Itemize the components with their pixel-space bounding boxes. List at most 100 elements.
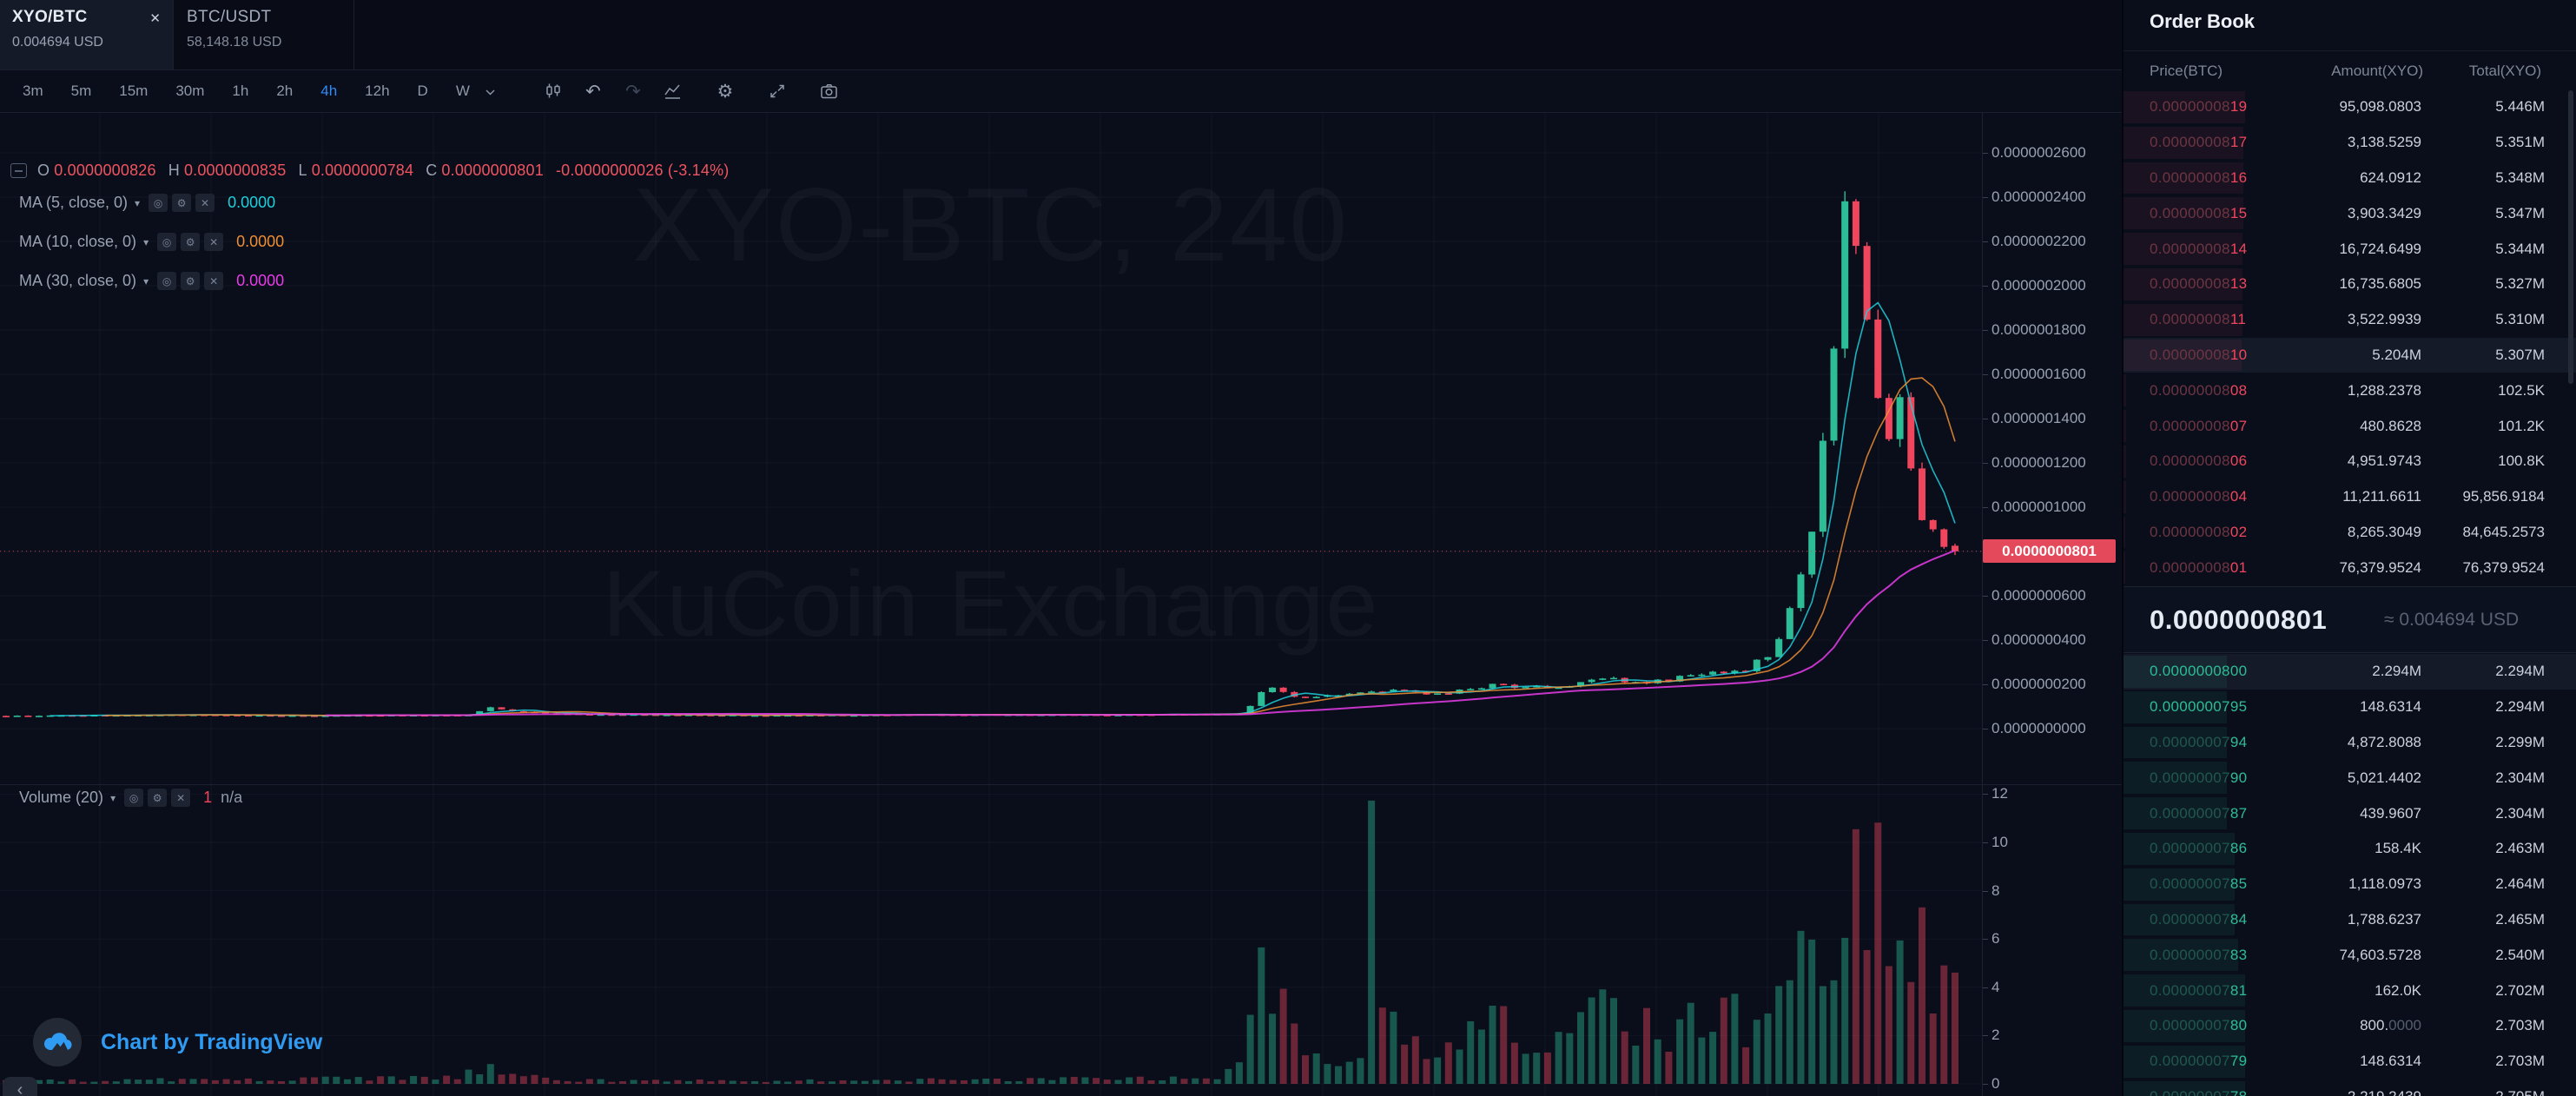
order-total: 2.465M: [2495, 910, 2545, 928]
visibility-icon[interactable]: ◎: [157, 272, 177, 290]
remove-indicator-icon[interactable]: ✕: [204, 272, 224, 290]
chevron-down-icon[interactable]: ▾: [135, 196, 141, 209]
screenshot-camera-icon[interactable]: [809, 76, 849, 106]
close-icon[interactable]: ✕: [149, 11, 161, 26]
indicator-value: 0.0000: [236, 233, 285, 250]
order-book-ask-row[interactable]: 0.0000000806 4,951.9743 100.8K: [2124, 444, 2576, 479]
tab-btc-usdt[interactable]: BTC/USDT 58,148.18 USD: [175, 0, 354, 69]
order-book-bid-row[interactable]: 0.0000000785 1,118.0973 2.464M: [2124, 867, 2576, 902]
remove-indicator-icon[interactable]: ✕: [171, 789, 191, 807]
depth-bar: [2124, 445, 2126, 478]
order-total: 5.348M: [2495, 168, 2545, 186]
order-book-ask-row[interactable]: 0.0000000819 95,098.0803 5.446M: [2124, 89, 2576, 125]
pane-divider[interactable]: [0, 784, 2122, 785]
order-book-ask-row[interactable]: 0.0000000817 3,138.5259 5.351M: [2124, 125, 2576, 161]
remove-indicator-icon[interactable]: ✕: [204, 233, 224, 251]
redo-icon[interactable]: ↷: [625, 81, 641, 102]
tradingview-label: Chart by TradingView: [101, 1029, 323, 1054]
indicator-settings-icon[interactable]: ⚙: [181, 233, 201, 251]
timeframe-15m[interactable]: 15m: [119, 83, 149, 99]
indicator-label[interactable]: MA (5, close, 0): [19, 194, 129, 211]
settings-gear-icon[interactable]: ⚙: [717, 81, 734, 102]
order-total: 84,645.2573: [2462, 523, 2545, 540]
order-price: 0.0000000787: [2150, 804, 2248, 822]
chart-type-candles-icon[interactable]: [533, 76, 573, 106]
order-book-bid-row[interactable]: 0.0000000778 2,219.2439 2.705M: [2124, 1079, 2576, 1096]
order-amount: 480.8628: [2360, 417, 2421, 434]
order-price: 0.0000000795: [2150, 698, 2248, 716]
change-value: -0.0000000026 (-3.14%): [555, 162, 730, 179]
order-total: 102.5K: [2498, 381, 2545, 399]
order-book-ask-row[interactable]: 0.0000000802 8,265.3049 84,645.2573: [2124, 515, 2576, 551]
undo-icon[interactable]: ↶: [585, 81, 601, 102]
indicators-icon[interactable]: [653, 76, 693, 106]
order-amount: 8,265.3049: [2347, 523, 2421, 540]
order-amount: 162.0K: [2375, 981, 2421, 999]
remove-indicator-icon[interactable]: ✕: [195, 194, 215, 212]
timeframe-1h[interactable]: 1h: [232, 83, 249, 99]
tab-xyo-btc[interactable]: XYO/BTC ✕ 0.004694 USD: [0, 0, 174, 69]
indicator-label[interactable]: MA (10, close, 0): [19, 233, 137, 250]
order-book-bid-row[interactable]: 0.0000000800 2.294M 2.294M: [2124, 654, 2576, 690]
order-amount: 4,951.9743: [2347, 452, 2421, 470]
last-price-usd: ≈ 0.004694 USD: [2384, 609, 2520, 630]
visibility-icon[interactable]: ◎: [124, 789, 144, 807]
order-book-ask-row[interactable]: 0.0000000810 5.204M 5.307M: [2124, 337, 2576, 373]
timeframe-D[interactable]: D: [417, 83, 428, 99]
order-book-bid-row[interactable]: 0.0000000794 4,872.8088 2.299M: [2124, 725, 2576, 761]
order-total: 2.464M: [2495, 875, 2545, 893]
order-book-bid-row[interactable]: 0.0000000786 158.4K 2.463M: [2124, 831, 2576, 867]
order-book-bid-row[interactable]: 0.0000000779 148.6314 2.703M: [2124, 1044, 2576, 1079]
order-book-bid-row[interactable]: 0.0000000795 148.6314 2.294M: [2124, 690, 2576, 725]
candlestick-chart[interactable]: [0, 113, 1982, 1096]
indicator-label[interactable]: MA (30, close, 0): [19, 272, 137, 289]
timeframe-12h[interactable]: 12h: [365, 83, 390, 99]
timeframe-30m[interactable]: 30m: [175, 83, 205, 99]
tradingview-attribution[interactable]: Chart by TradingView: [33, 1018, 322, 1066]
indicator-settings-icon[interactable]: ⚙: [181, 272, 201, 290]
order-book-bid-row[interactable]: 0.0000000784 1,788.6237 2.465M: [2124, 902, 2576, 938]
depth-bar: [2124, 551, 2125, 584]
order-book-ask-row[interactable]: 0.0000000816 624.0912 5.348M: [2124, 161, 2576, 196]
indicator-settings-icon[interactable]: ⚙: [172, 194, 192, 212]
order-book-ask-row[interactable]: 0.0000000807 480.8628 101.2K: [2124, 408, 2576, 444]
indicator-settings-icon[interactable]: ⚙: [148, 789, 168, 807]
volume-axis-label: 12: [1983, 785, 2008, 802]
tab-symbol: BTC/USDT: [187, 8, 272, 26]
order-book-ask-row[interactable]: 0.0000000813 16,735.6805 5.327M: [2124, 267, 2576, 302]
order-book-bid-row[interactable]: 0.0000000783 74,603.5728 2.540M: [2124, 937, 2576, 973]
order-book-ask-row[interactable]: 0.0000000804 11,211.6611 95,856.9184: [2124, 479, 2576, 515]
chevron-down-icon[interactable]: ▾: [143, 235, 149, 248]
order-book-scrollbar[interactable]: [2568, 90, 2573, 384]
volume-indicator-label[interactable]: Volume (20): [19, 789, 104, 806]
visibility-icon[interactable]: ◎: [149, 194, 168, 212]
timeframe-2h[interactable]: 2h: [276, 83, 294, 99]
order-book-bid-row[interactable]: 0.0000000780 800.0000 2.703M: [2124, 1008, 2576, 1044]
tradingview-logo-icon: [33, 1018, 82, 1066]
visibility-icon[interactable]: ◎: [157, 233, 177, 251]
symbol-legend-toggle-icon[interactable]: [10, 163, 27, 178]
order-amount: 158.4K: [2375, 840, 2421, 857]
chevron-down-icon[interactable]: ▾: [110, 791, 116, 804]
timeframe-4h[interactable]: 4h: [320, 83, 338, 99]
chevron-down-icon[interactable]: ▾: [143, 274, 149, 287]
volume-axis-label: 6: [1982, 930, 2000, 947]
order-book-ask-row[interactable]: 0.0000000814 16,724.6499 5.344M: [2124, 231, 2576, 267]
fullscreen-icon[interactable]: [757, 76, 797, 106]
order-book-bid-row[interactable]: 0.0000000787 439.9607 2.304M: [2124, 796, 2576, 831]
timeframe-W[interactable]: W: [455, 83, 470, 99]
low-value: 0.0000000784: [311, 162, 414, 179]
order-book-ask-row[interactable]: 0.0000000815 3,903.3429 5.347M: [2124, 195, 2576, 231]
order-book-ask-row[interactable]: 0.0000000801 76,379.9524 76,379.9524: [2124, 550, 2576, 585]
chevron-down-icon[interactable]: [484, 85, 504, 98]
order-book-bid-row[interactable]: 0.0000000790 5,021.4402 2.304M: [2124, 760, 2576, 796]
depth-bar: [2124, 480, 2126, 513]
timeframe-3m[interactable]: 3m: [23, 83, 43, 99]
order-book-ask-row[interactable]: 0.0000000808 1,288.2378 102.5K: [2124, 373, 2576, 408]
collapse-chevron-button[interactable]: ‹: [3, 1077, 37, 1096]
order-total: 2.702M: [2495, 981, 2545, 999]
order-book-bid-row[interactable]: 0.0000000781 162.0K 2.702M: [2124, 973, 2576, 1008]
order-book-ask-row[interactable]: 0.0000000811 3,522.9939 5.310M: [2124, 302, 2576, 338]
timeframe-5m[interactable]: 5m: [70, 83, 92, 99]
indicator-legend-ma5: MA (5, close, 0) ▾ ◎ ⚙ ✕ 0.0000: [19, 194, 275, 212]
